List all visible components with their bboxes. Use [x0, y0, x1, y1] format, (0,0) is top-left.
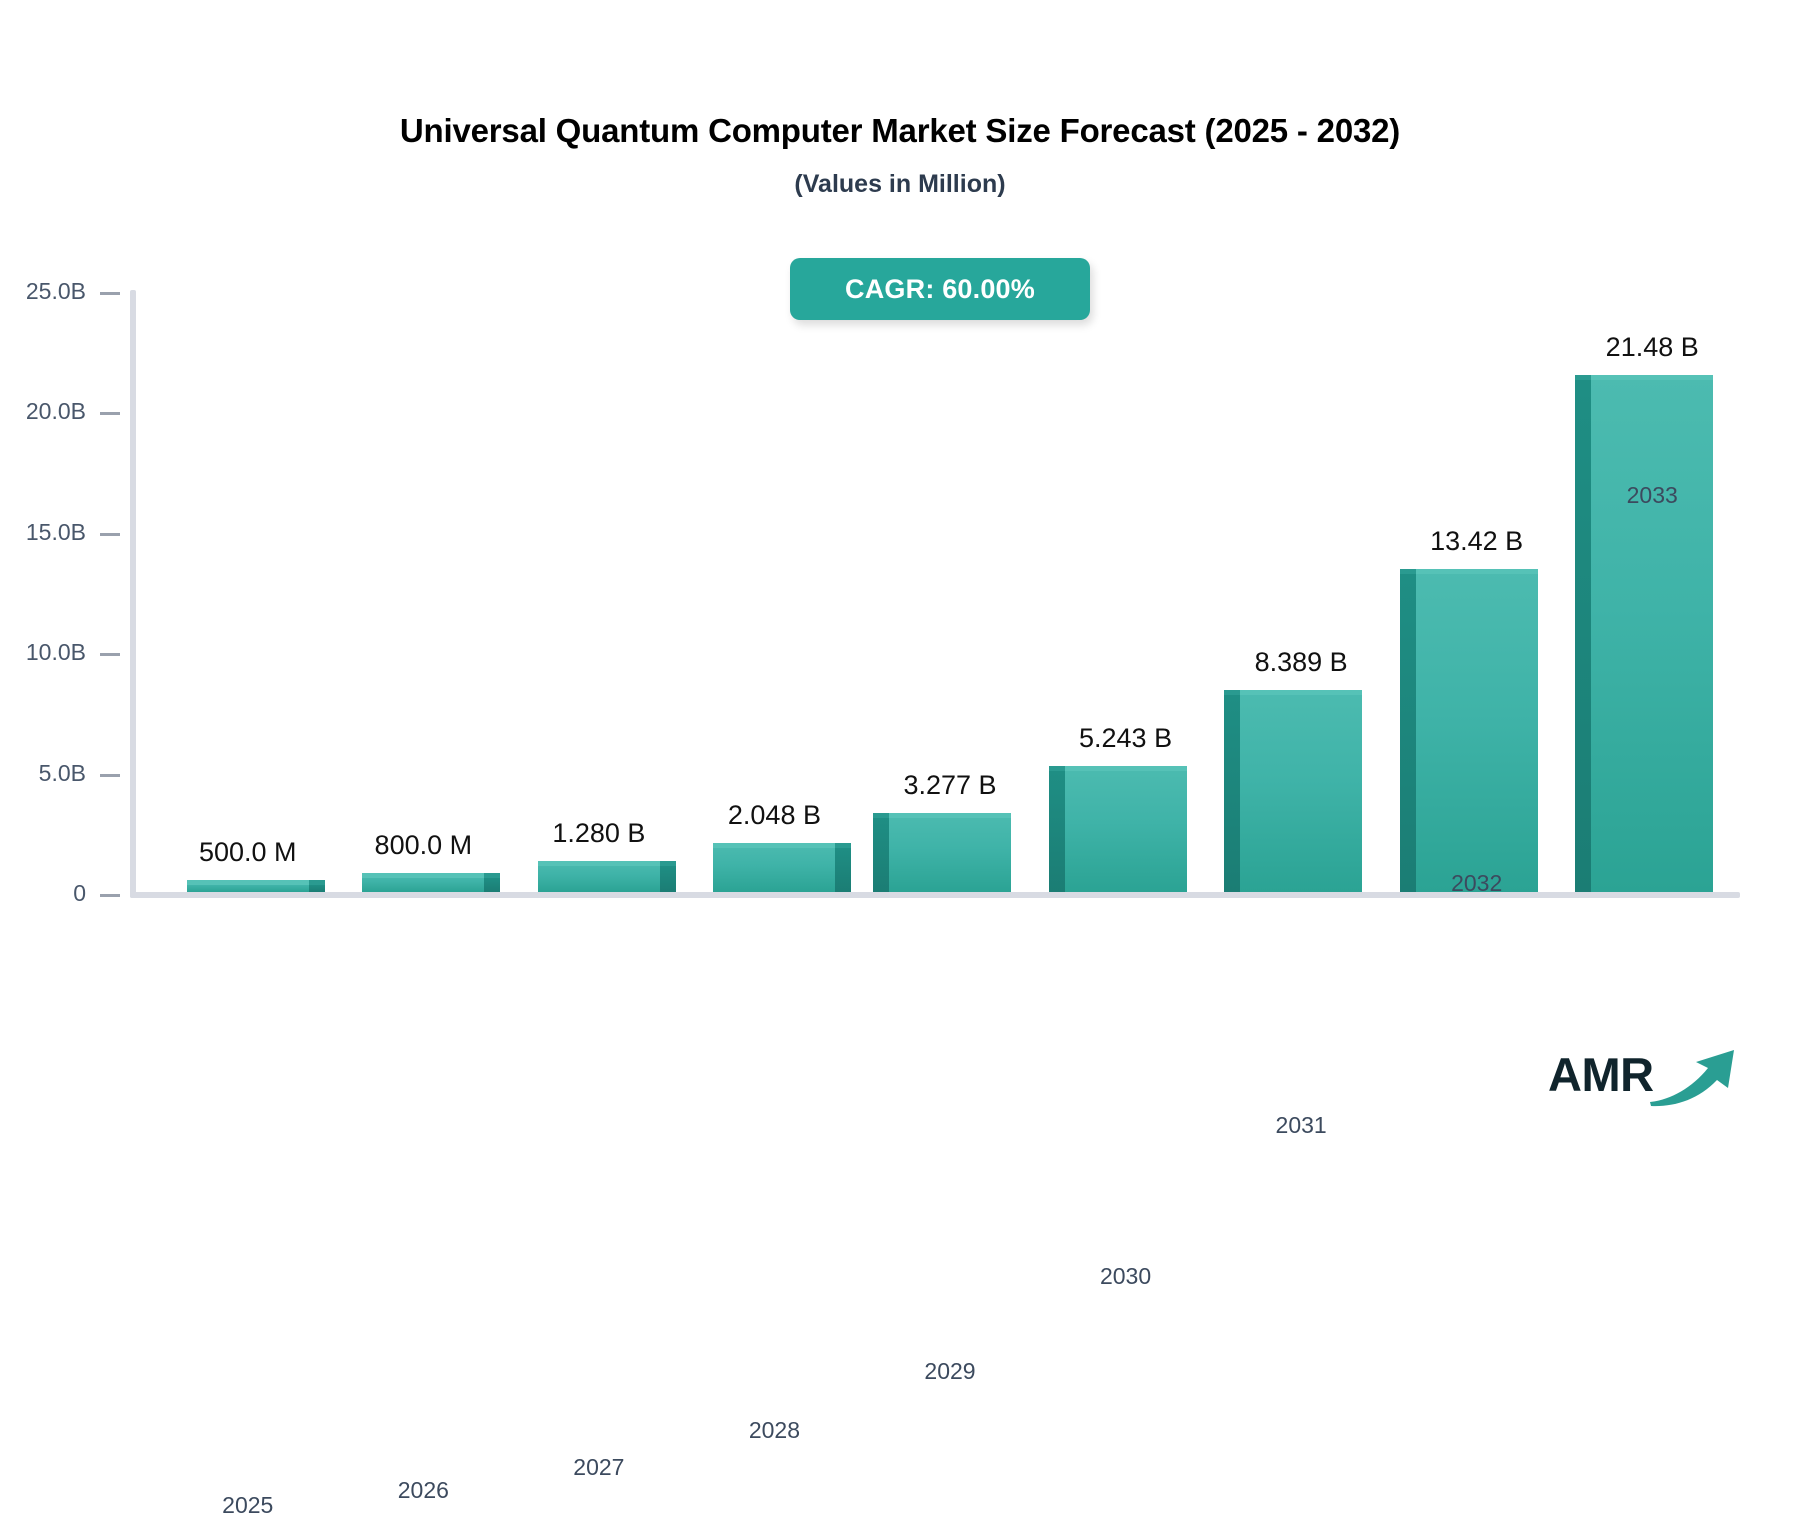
y-axis-line	[130, 290, 136, 898]
bar-side-top-edge	[1399, 568, 1416, 574]
y-axis-tick-label: 25.0B	[25, 278, 86, 304]
bar-top-edge	[1064, 765, 1187, 771]
bar-face	[1591, 374, 1714, 892]
bar-face	[1064, 765, 1187, 892]
bar-side-top-edge	[659, 861, 676, 867]
amr-logo: AMR	[1548, 1040, 1740, 1108]
trending-up-arrow-icon	[1649, 1050, 1734, 1107]
bar-2032[interactable]: 13.42 B 2032	[1399, 526, 1538, 896]
bar-face	[889, 813, 1011, 892]
cagr-badge-label: CAGR: 60.00%	[845, 273, 1035, 304]
y-axis-tick-label: 20.0B	[25, 398, 86, 425]
x-axis-category-label: 2033	[1626, 481, 1678, 508]
bar-side-top-edge	[1575, 374, 1592, 380]
bar-2033[interactable]: 21.48 B 2033	[1575, 332, 1714, 892]
bar-face	[1240, 690, 1363, 892]
x-axis-category-label: 2031	[1275, 1111, 1327, 1138]
bar-value-label: 2.048 B	[727, 799, 821, 830]
bar-side-top-edge	[873, 813, 889, 819]
bar-2026[interactable]: 800.0 M 2026	[362, 830, 501, 1503]
bar-top-edge	[713, 842, 836, 848]
bar-side-top-edge	[308, 879, 325, 885]
bar-face	[713, 842, 836, 892]
y-axis-tick-label: 5.0B	[38, 759, 86, 786]
chart-subtitle: (Values in Million)	[794, 170, 1006, 198]
bar-value-label: 800.0 M	[374, 829, 473, 860]
bar-top-edge	[1591, 374, 1714, 380]
bar-side-face	[308, 884, 325, 892]
bar-value-label: 8.389 B	[1254, 647, 1348, 677]
x-axis-category-label: 2032	[1451, 869, 1503, 896]
y-axis-tick-label: 15.0B	[25, 518, 86, 545]
y-axis-tick-label: 0	[73, 880, 86, 906]
x-axis-category-label: 2029	[924, 1358, 976, 1385]
x-axis-category-label: 2028	[748, 1417, 801, 1444]
bar-top-edge	[889, 813, 1011, 819]
bar-value-label: 500.0 M	[198, 836, 297, 867]
bar-top-edge	[362, 872, 485, 878]
bar-side-top-edge	[1224, 690, 1241, 695]
chart-title: Universal Quantum Computer Market Size F…	[399, 112, 1401, 149]
bar-2028[interactable]: 2.048 B 2028	[713, 800, 852, 1443]
x-axis-category-label: 2025	[222, 1491, 274, 1518]
plot-area: 0 5.0B 10.0B 15.0B 20.0B 25.0B 500.0 M 2025 800…	[26, 278, 1740, 1518]
bar-value-label: 1.280 B	[552, 818, 646, 849]
y-axis-tick-label: 10.0B	[25, 639, 86, 666]
bar-top-edge	[537, 861, 660, 867]
bar-value-label: 21.48 B	[1605, 331, 1699, 362]
bar-side-top-edge	[835, 842, 852, 848]
bar-side-top-edge	[484, 872, 501, 878]
y-axis-tick-mark	[100, 412, 120, 416]
chart-canvas: Universal Quantum Computer Market Size F…	[25, 112, 1740, 1518]
y-axis-tick-mark	[100, 773, 120, 777]
cagr-badge: CAGR: 60.00%	[790, 258, 1090, 320]
bar-side-face	[659, 866, 676, 892]
bar-side-face	[835, 847, 852, 892]
bar-value-label: 3.277 B	[903, 770, 997, 801]
bar-side-top-edge	[1048, 765, 1065, 771]
bar-face	[1415, 568, 1538, 892]
bar-2025[interactable]: 500.0 M 2025	[186, 837, 325, 1518]
y-axis-tick-mark	[100, 532, 120, 536]
bar-face	[537, 861, 660, 892]
x-axis-category-label: 2026	[397, 1477, 449, 1504]
y-axis-tick-mark	[100, 894, 120, 897]
bar-top-edge	[1240, 690, 1363, 695]
bar-side-face	[1048, 770, 1065, 892]
x-axis-category-label: 2027	[573, 1454, 625, 1481]
bar-2029[interactable]: 3.277 B 2029	[873, 770, 1011, 1384]
bar-top-edge	[186, 879, 309, 885]
bar-value-label: 5.243 B	[1079, 722, 1173, 753]
bar-2031[interactable]: 8.389 B 2031	[1224, 647, 1363, 1138]
amr-logo-text: AMR	[1548, 1047, 1654, 1101]
x-axis-category-label: 2030	[1099, 1263, 1152, 1290]
bar-2027[interactable]: 1.280 B 2027	[537, 818, 676, 1480]
bar-side-face	[873, 818, 889, 892]
y-axis-tick-mark	[100, 292, 120, 295]
bar-side-face	[484, 877, 501, 892]
bar-top-edge	[1415, 568, 1538, 574]
bar-side-face	[1399, 573, 1416, 892]
y-axis-tick-mark	[100, 653, 120, 657]
x-axis-line	[130, 892, 1740, 898]
bar-side-face	[1224, 695, 1241, 892]
bar-2030[interactable]: 5.243 B 2030	[1048, 723, 1187, 1289]
bar-side-face	[1575, 379, 1592, 892]
bar-value-label: 13.42 B	[1430, 525, 1524, 556]
